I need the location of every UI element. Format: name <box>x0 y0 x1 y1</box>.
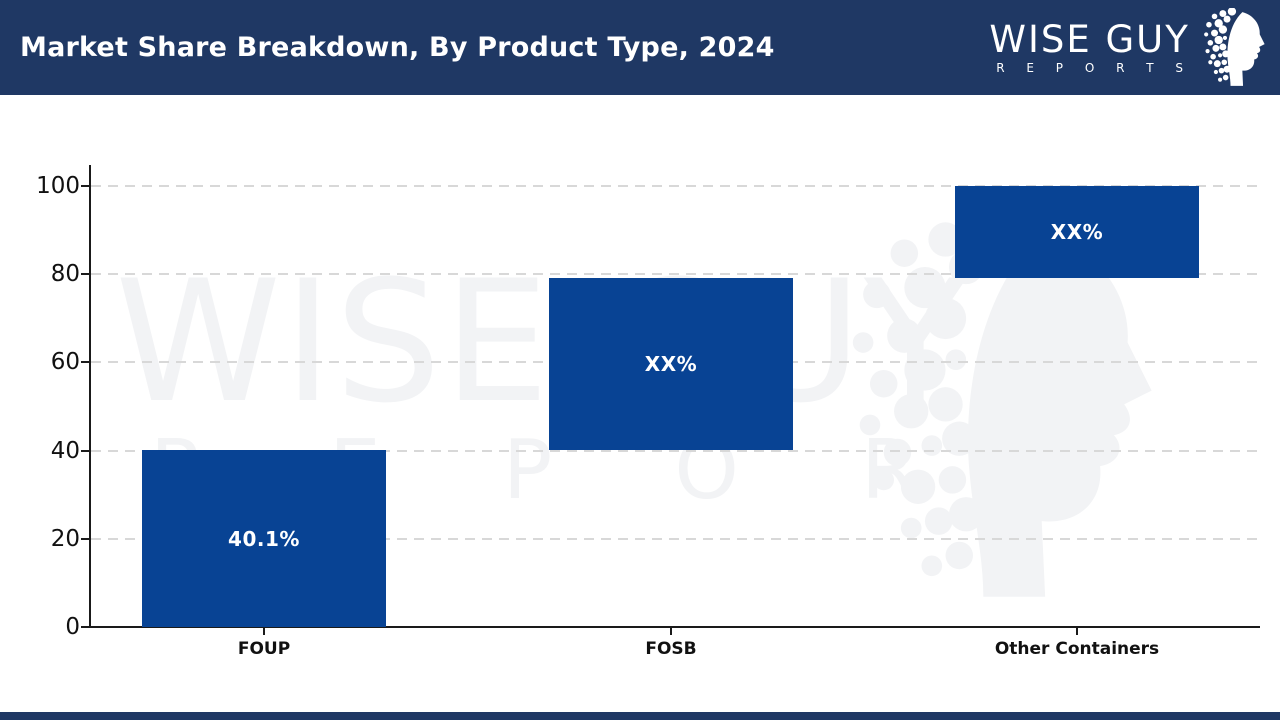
x-category-label: Other Containers <box>994 639 1160 659</box>
watermark-wordmark: WISE GUY <box>115 244 969 440</box>
bar-value-label: 40.1% <box>228 526 300 551</box>
bar-fosb: XX% <box>549 277 793 451</box>
x-tick-1 <box>670 627 672 635</box>
y-axis-line <box>89 165 91 628</box>
y-tick-40 <box>81 449 89 452</box>
x-category-label: FOUP <box>237 639 291 659</box>
wiseguy-logo: WISE GUY R E P O R T S <box>987 8 1280 88</box>
y-tick-label-100: 100 <box>36 172 80 199</box>
gridline-80 <box>91 273 1258 275</box>
gridline-20 <box>91 537 1258 540</box>
y-tick-label-20: 20 <box>50 525 80 552</box>
y-tick-label-80: 80 <box>50 261 80 287</box>
y-tick-80 <box>81 273 89 275</box>
gridline-100 <box>91 184 1258 187</box>
gridline-40 <box>91 449 1258 452</box>
bar-value-label: XX% <box>1050 219 1104 244</box>
x-tick-0 <box>263 627 265 635</box>
bar-other-containers: XX% <box>955 185 1199 278</box>
logo-subtext: R E P O R T S <box>996 61 1192 75</box>
x-category-label: FOSB <box>645 639 697 659</box>
bar-value-label: XX% <box>644 352 698 376</box>
y-tick-label-0: 0 <box>65 614 80 640</box>
x-tick-2 <box>1076 627 1078 635</box>
header-bar: Market Share Breakdown, By Product Type,… <box>0 0 1280 95</box>
y-tick-100 <box>81 184 89 187</box>
logo-text: WISE GUY R E P O R T S <box>987 21 1192 74</box>
footer-bar <box>0 712 1280 720</box>
y-tick-60 <box>81 361 89 364</box>
page-title: Market Share Breakdown, By Product Type,… <box>20 32 775 63</box>
x-axis-line <box>89 626 1260 628</box>
logo-wordmark: WISE GUY <box>989 18 1190 61</box>
logo-face-icon <box>1198 8 1270 88</box>
y-tick-20 <box>81 537 89 540</box>
bar-foup: 40.1% <box>142 450 386 627</box>
y-tick-0 <box>81 626 89 628</box>
y-tick-label-40: 40 <box>50 437 80 464</box>
y-tick-label-60: 60 <box>50 349 80 376</box>
